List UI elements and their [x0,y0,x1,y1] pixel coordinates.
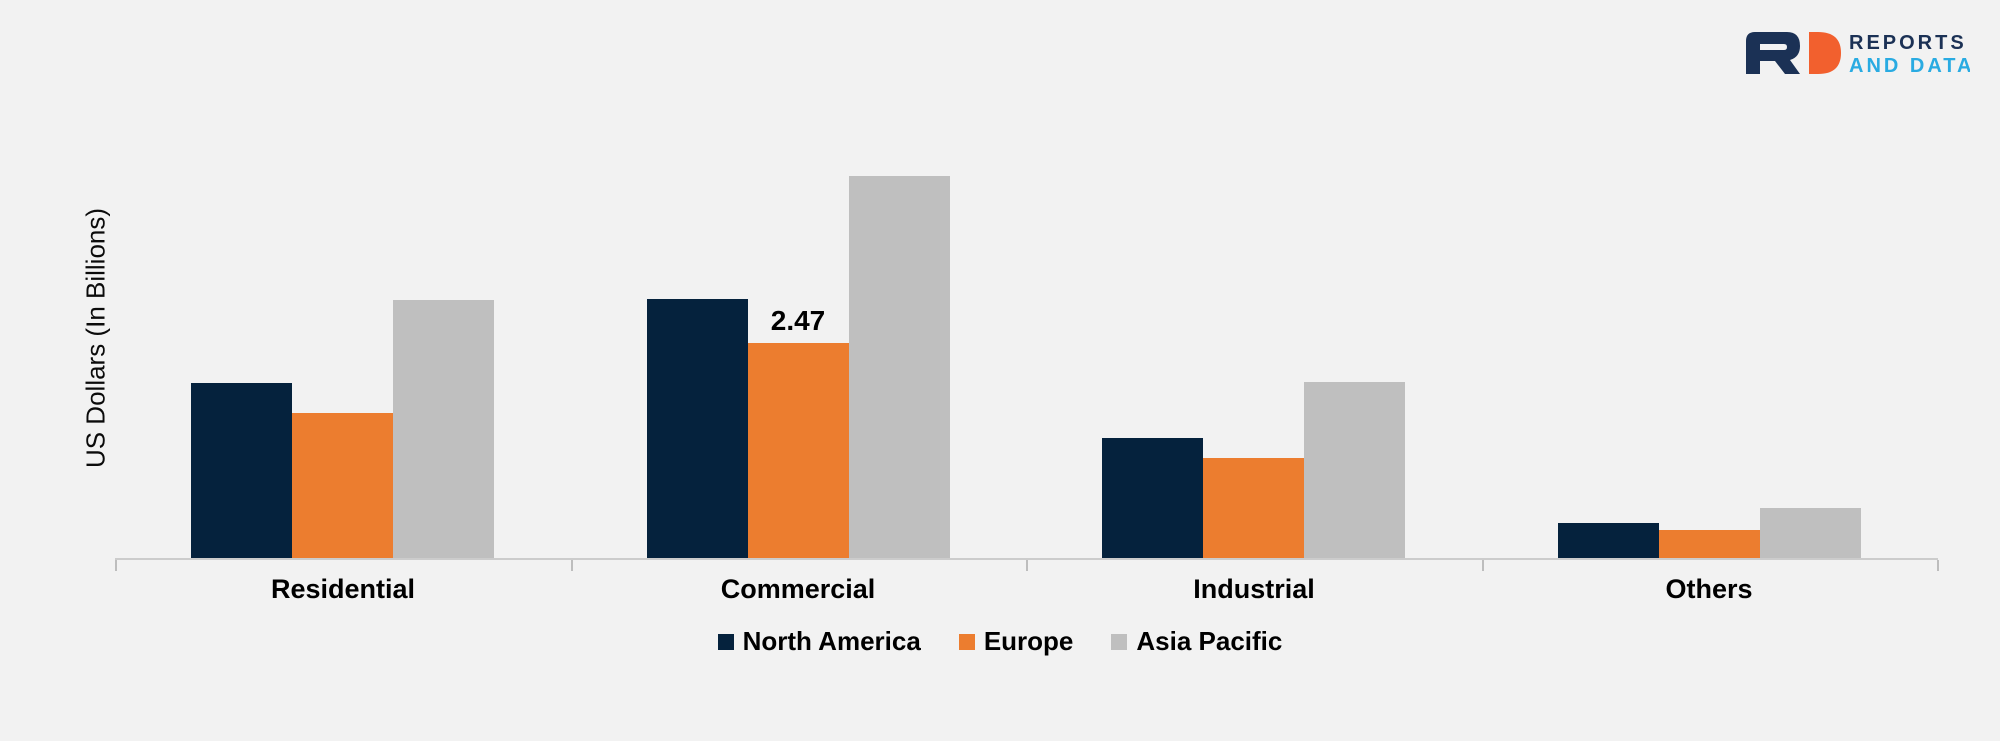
x-axis-tick [571,560,573,571]
bar-asia-pacific-commercial [849,176,950,558]
bar-europe-commercial [748,343,849,558]
category-label-residential: Residential [270,574,416,604]
legend-item-north-america: North America [717,626,921,657]
logo-text-and-data: AND DATA [1849,55,1970,77]
logo-text-reports: REPORTS [1849,32,1967,54]
legend-item-asia-pacific: Asia Pacific [1111,626,1282,657]
legend-item-europe: Europe [958,626,1074,657]
x-axis-tick [1026,560,1028,571]
legend-label: Asia Pacific [1136,626,1283,656]
bar-europe-residential [292,413,393,558]
bar-asia-pacific-industrial [1304,382,1405,558]
reports-and-data-logo: REPORTS AND DATA [1746,32,1970,77]
logo-mark [1746,32,1841,74]
legend-label: North America [742,626,921,656]
legend-swatch-icon [717,633,734,650]
legend-swatch-icon [1111,633,1128,650]
legend-swatch-icon [958,633,975,650]
bar-europe-others [1659,530,1760,558]
y-axis-title: US Dollars (In Billions) [80,207,111,469]
bar-north-america-others [1558,523,1659,558]
x-axis-tick [1937,560,1939,571]
data-label-europe-commercial: 2.47 [770,305,826,336]
bar-north-america-commercial [647,299,748,558]
x-axis-line [115,558,1938,560]
legend: North America Europe Asia Pacific [0,626,2000,657]
category-label-others: Others [1665,574,1753,604]
x-axis-tick [1482,560,1484,571]
x-axis-tick [115,560,117,571]
bar-asia-pacific-residential [393,300,494,558]
bar-north-america-industrial [1102,438,1203,558]
logo-r-icon [1746,32,1800,74]
logo-d-icon [1809,32,1841,74]
category-label-industrial: Industrial [1193,574,1315,604]
bar-north-america-residential [191,383,292,558]
bar-asia-pacific-others [1760,508,1861,558]
bar-europe-industrial [1203,458,1304,558]
legend-label: Europe [983,626,1074,656]
category-label-commercial: Commercial [720,574,876,604]
